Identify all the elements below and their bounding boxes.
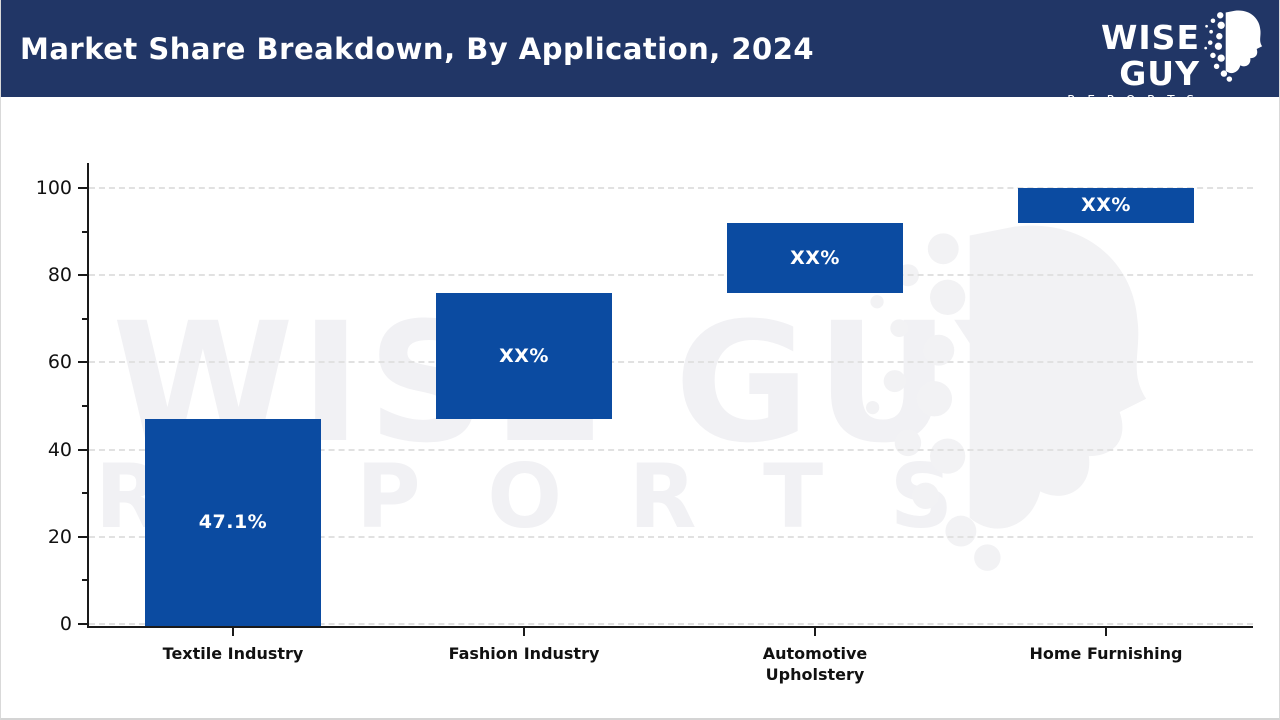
gridline: [89, 448, 1253, 451]
gridline: [89, 623, 1253, 625]
bar: XX%: [436, 292, 612, 419]
y-tick-label: 20: [47, 525, 72, 548]
x-category-label: Automotive Upholstery: [762, 644, 868, 684]
y-tick: [78, 187, 88, 189]
y-minor-tick: [82, 579, 88, 582]
x-category-label: Fashion Industry: [448, 644, 600, 663]
y-tick: [78, 361, 88, 364]
y-minor-tick: [82, 317, 88, 320]
page-title: Market Share Breakdown, By Application, …: [20, 31, 815, 66]
y-tick: [78, 274, 88, 277]
logo-wordmark: WISE GUY R E P O R T S: [1018, 18, 1200, 108]
bar: 47.1%: [145, 418, 321, 626]
logo-wordmark-line1: WISE GUY: [1101, 18, 1200, 93]
bar-value-label: 47.1%: [198, 511, 268, 534]
bar-value-label: XX%: [790, 246, 840, 269]
y-minor-tick: [82, 230, 88, 233]
plot-area: 0 20 40 60 80 100 47.1% Textile Industry XX% Fash…: [0, 97, 1280, 720]
y-tick: [78, 623, 88, 625]
x-axis-line: [87, 626, 1253, 628]
x-tick: [1105, 628, 1107, 636]
logo: WISE GUY R E P O R T S: [1018, 0, 1268, 107]
x-tick: [814, 628, 816, 636]
x-category-label: Home Furnishing: [1029, 644, 1183, 663]
y-minor-tick: [82, 405, 88, 407]
chart-area: WISE GUY R E P O R T S 0 20 40 60 80 100 47.1%…: [0, 97, 1280, 720]
gridline: [89, 361, 1253, 364]
bar: XX%: [727, 222, 903, 293]
x-category-label: Textile Industry: [162, 644, 304, 663]
watermark-head-icon: [866, 225, 1147, 571]
y-tick-label: 0: [59, 613, 72, 635]
bar: XX%: [1018, 188, 1194, 223]
gridline: [89, 535, 1253, 538]
y-tick-label: 60: [47, 351, 72, 374]
y-tick-label: 40: [47, 438, 72, 461]
y-minor-tick: [82, 492, 88, 495]
x-tick: [523, 628, 525, 636]
gridline: [89, 274, 1253, 277]
logo-head-icon: [1204, 10, 1263, 82]
x-tick: [232, 628, 234, 636]
app-header: Market Share Breakdown, By Application, …: [0, 0, 1280, 107]
y-tick: [78, 535, 88, 538]
bar-value-label: XX%: [1081, 194, 1131, 217]
y-tick-label: 100: [35, 177, 72, 199]
gridline: [89, 187, 1253, 189]
y-tick-label: 80: [47, 264, 72, 287]
logo-wordmark-line2: R E P O R T S: [1067, 93, 1198, 107]
y-axis-line: [87, 163, 89, 628]
bar-value-label: XX%: [499, 344, 549, 367]
y-tick: [78, 448, 88, 451]
